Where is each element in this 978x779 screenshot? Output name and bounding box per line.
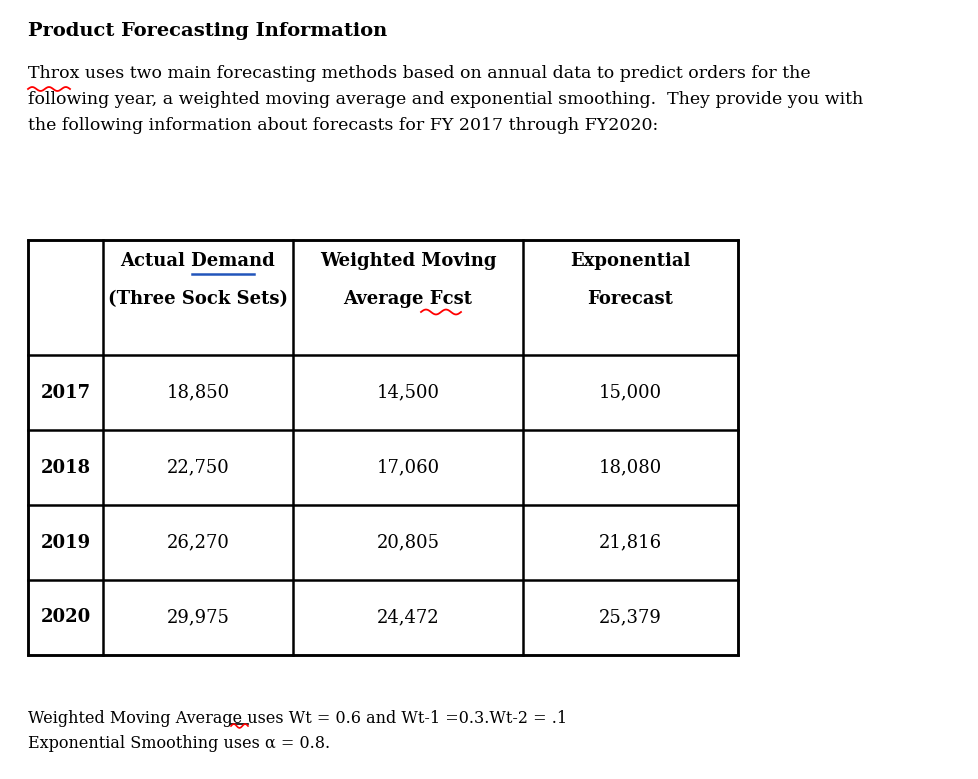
Text: Weighted Moving: Weighted Moving <box>320 252 496 270</box>
Text: the following information about forecasts for FY 2017 through FY2020:: the following information about forecast… <box>28 117 657 134</box>
Text: 2018: 2018 <box>40 459 91 477</box>
Text: Actual Demand: Actual Demand <box>120 252 275 270</box>
Text: Throx uses two main forecasting methods based on annual data to predict orders f: Throx uses two main forecasting methods … <box>28 65 810 82</box>
Text: 2020: 2020 <box>40 608 91 626</box>
Text: 24,472: 24,472 <box>377 608 439 626</box>
Text: 2017: 2017 <box>40 383 91 401</box>
Text: 15,000: 15,000 <box>599 383 661 401</box>
Text: 17,060: 17,060 <box>377 459 439 477</box>
Text: Exponential: Exponential <box>570 252 690 270</box>
Text: 26,270: 26,270 <box>166 534 229 552</box>
Text: Forecast: Forecast <box>587 290 673 308</box>
Text: 29,975: 29,975 <box>166 608 229 626</box>
Text: 20,805: 20,805 <box>377 534 439 552</box>
Text: 25,379: 25,379 <box>599 608 661 626</box>
Text: Average Fcst: Average Fcst <box>343 290 472 308</box>
Text: 21,816: 21,816 <box>599 534 661 552</box>
Text: Product Forecasting Information: Product Forecasting Information <box>28 22 387 40</box>
Text: 14,500: 14,500 <box>377 383 439 401</box>
Text: 22,750: 22,750 <box>166 459 229 477</box>
Text: 2019: 2019 <box>40 534 91 552</box>
Text: 18,850: 18,850 <box>166 383 229 401</box>
Text: following year, a weighted moving average and exponential smoothing.  They provi: following year, a weighted moving averag… <box>28 91 863 108</box>
Text: (Three Sock Sets): (Three Sock Sets) <box>108 290 288 308</box>
Text: Weighted Moving Average uses Wt = 0.6 and Wt-1 =0.3.Wt-2 = .1: Weighted Moving Average uses Wt = 0.6 an… <box>28 710 566 727</box>
Bar <box>28 240 737 655</box>
Text: Exponential Smoothing uses α = 0.8.: Exponential Smoothing uses α = 0.8. <box>28 735 330 752</box>
Text: 18,080: 18,080 <box>599 459 661 477</box>
